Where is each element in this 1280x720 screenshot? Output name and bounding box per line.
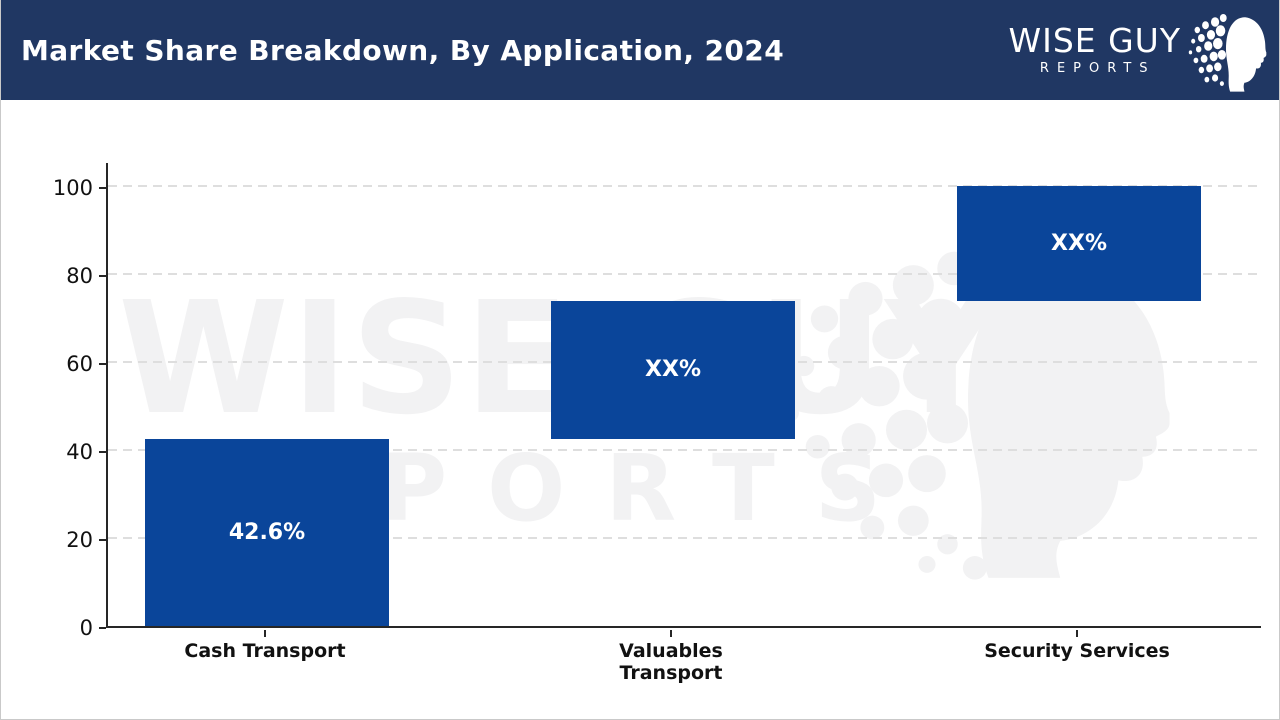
bar: XX%	[551, 301, 795, 439]
y-tick-mark	[99, 539, 106, 541]
y-tick-mark	[99, 627, 106, 629]
x-category-label: Security Services	[984, 640, 1170, 662]
gridline	[108, 449, 1261, 451]
y-tick-mark	[99, 363, 106, 365]
wiseguy-logo: WISE GUY REPORTS	[1008, 6, 1267, 94]
x-category-label: Valuables Transport	[619, 640, 723, 685]
y-tick-label: 100	[52, 176, 93, 200]
gridline	[108, 537, 1261, 539]
bar-value-label: XX%	[1051, 231, 1107, 257]
logo-subtext: REPORTS	[1039, 61, 1156, 77]
x-tick-mark	[1076, 630, 1078, 637]
y-tick-label: 20	[66, 528, 93, 552]
x-tick-mark	[670, 630, 672, 637]
plot-area: WISE GUY REPORTS 42.6% XX% XX%	[106, 163, 1261, 628]
bar: 42.6%	[145, 438, 389, 626]
y-tick-label: 40	[66, 440, 93, 464]
bar-value-label: 42.6%	[228, 519, 306, 545]
logo-face-icon	[1188, 14, 1267, 92]
gridline	[108, 273, 1261, 275]
logo-wordmark: WISE GUY	[1008, 20, 1181, 60]
y-tick-label: 0	[79, 616, 93, 640]
bar-value-label: XX%	[645, 357, 701, 383]
x-tick-mark	[264, 630, 266, 637]
y-tick-mark	[99, 451, 106, 453]
gridline	[108, 185, 1261, 187]
y-tick-label: 60	[66, 352, 93, 376]
y-tick-mark	[99, 187, 106, 189]
logo-text: WISE GUY REPORTS	[1008, 20, 1181, 77]
header-bar: Market Share Breakdown, By Application, …	[1, 0, 1279, 100]
y-tick-label: 80	[66, 264, 93, 288]
x-category-label: Cash Transport	[184, 640, 346, 662]
chart-title: Market Share Breakdown, By Application, …	[21, 33, 785, 67]
bar: XX%	[957, 186, 1201, 302]
y-tick-mark	[99, 275, 106, 277]
